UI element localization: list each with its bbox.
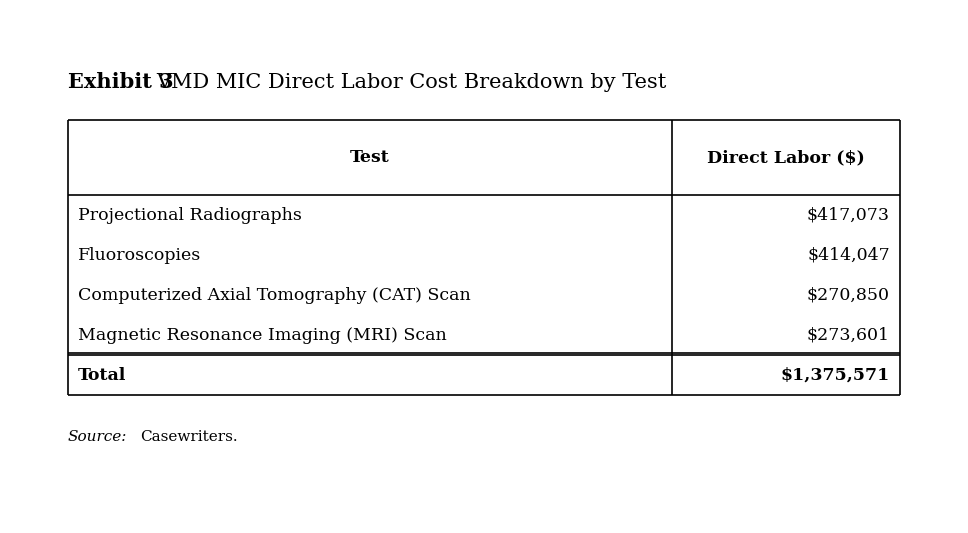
Text: $273,601: $273,601: [807, 327, 890, 343]
Text: $1,375,571: $1,375,571: [781, 367, 890, 384]
Text: $414,047: $414,047: [807, 246, 890, 263]
Text: Magnetic Resonance Imaging (MRI) Scan: Magnetic Resonance Imaging (MRI) Scan: [78, 327, 447, 343]
Text: Test: Test: [350, 149, 390, 166]
Text: Casewriters.: Casewriters.: [140, 430, 237, 444]
Text: Total: Total: [78, 367, 127, 384]
Text: Direct Labor ($): Direct Labor ($): [708, 149, 864, 166]
Text: $417,073: $417,073: [807, 206, 890, 223]
Text: Source:: Source:: [68, 430, 128, 444]
Text: Fluoroscopies: Fluoroscopies: [78, 246, 201, 263]
Text: Projectional Radiographs: Projectional Radiographs: [78, 206, 302, 223]
Text: Computerized Axial Tomography (CAT) Scan: Computerized Axial Tomography (CAT) Scan: [78, 287, 470, 303]
Text: VMD MIC Direct Labor Cost Breakdown by Test: VMD MIC Direct Labor Cost Breakdown by T…: [156, 72, 666, 92]
Text: Exhibit 3: Exhibit 3: [68, 72, 173, 92]
Text: $270,850: $270,850: [807, 287, 890, 303]
